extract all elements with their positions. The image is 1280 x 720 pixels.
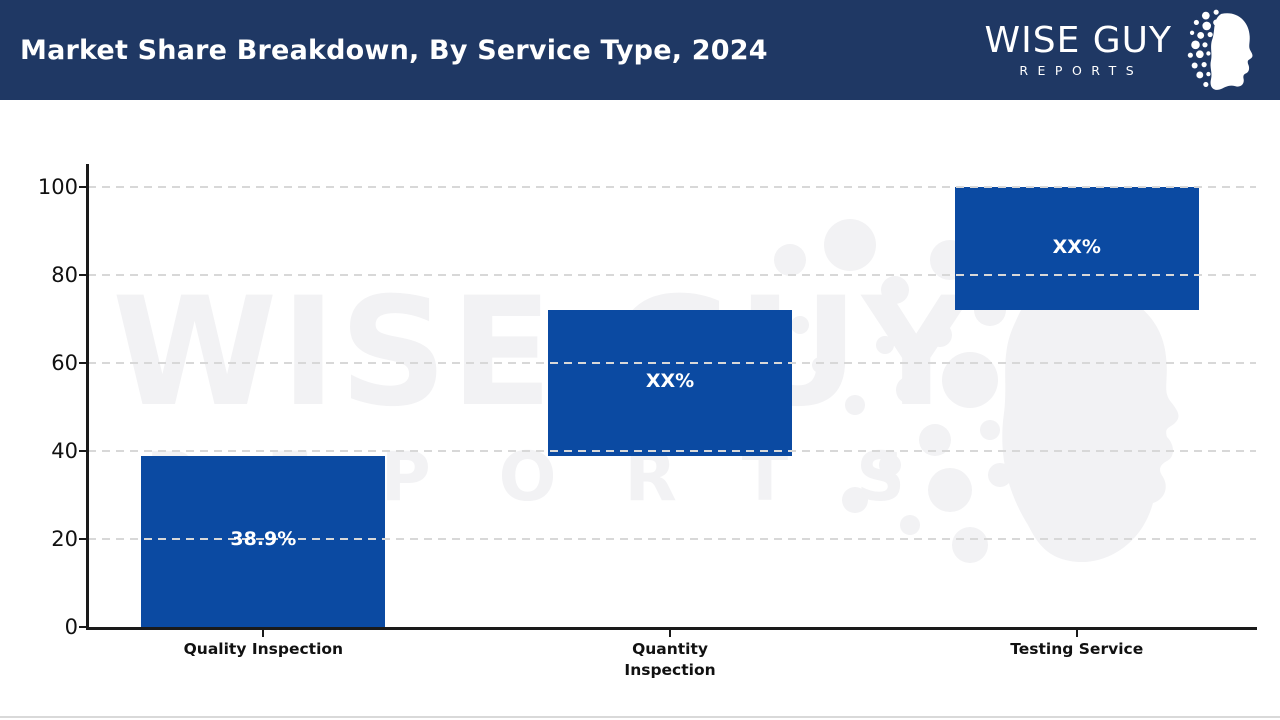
y-tick-label: 100 [37,175,78,199]
y-tick-label: 60 [51,351,78,375]
header: Market Share Breakdown, By Service Type,… [0,0,1280,100]
bar-segment[interactable] [141,455,386,627]
logo-text: WISE GUY REPORTS [984,19,1173,78]
x-axis-label-line: Quantity [632,640,709,658]
x-tick-mark [669,629,672,637]
bottom-border [0,716,1280,718]
logo-subtitle: REPORTS [1019,62,1144,78]
y-tick-mark [79,626,88,628]
y-tick-mark [79,450,88,452]
gridline-80 [88,274,1256,276]
bar-value-label: XX% [1052,235,1101,258]
bar-value-label: 38.9% [230,528,297,551]
page-title: Market Share Breakdown, By Service Type,… [20,34,768,66]
y-tick-label: 20 [51,527,78,551]
gridline-60 [88,362,1256,364]
x-axis-category-label: Quantity Inspection [510,639,830,681]
x-axis-category-label: Quality Inspection [103,639,423,660]
y-tick-mark [79,362,88,364]
y-tick-mark [79,538,88,540]
x-axis-label-line: Quality Inspection [183,640,344,658]
x-axis-label-line: Inspection [624,661,716,679]
wise-guy-logo: WISE GUY REPORTS [985,7,1255,93]
logo-wordmark: WISE GUY [984,19,1172,61]
y-tick-mark [79,186,88,188]
bar-segment[interactable] [548,310,793,456]
y-axis-line [86,164,89,629]
x-axis-category-label: Testing Service [917,639,1237,660]
y-tick-label: 80 [51,263,78,287]
y-tick-mark [79,274,88,276]
bar-value-label: XX% [645,370,695,393]
dotted-face-profile-icon [1187,9,1253,90]
gridline-40 [88,450,1256,452]
x-tick-mark [1075,629,1078,637]
gridline-100 [88,186,1256,188]
y-tick-label: 0 [64,615,78,639]
gridline-20 [88,538,1256,540]
bar-segment[interactable] [954,187,1199,311]
x-axis-line [86,627,1257,630]
x-tick-mark [262,629,265,637]
y-tick-label: 40 [51,439,78,463]
x-axis-label-line: Testing Service [1010,640,1144,658]
